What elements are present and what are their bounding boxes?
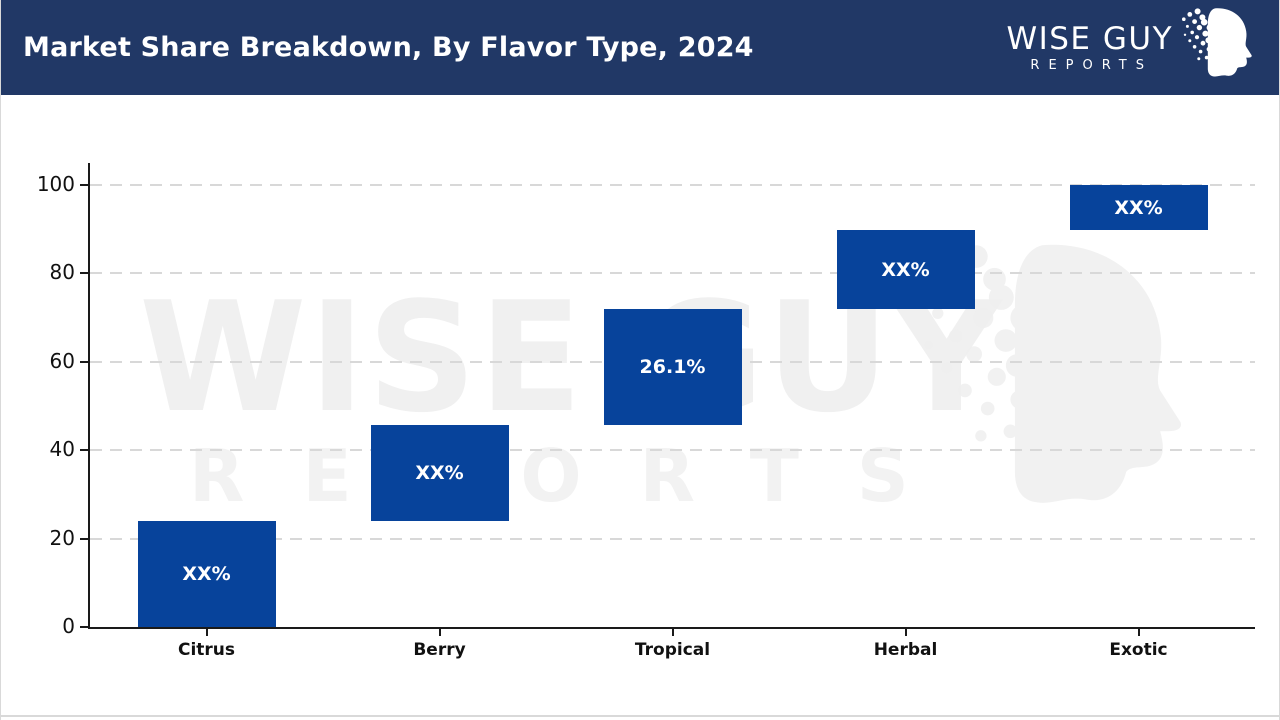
gridline [90, 184, 1255, 186]
logo-wordmark: WISE GUY [1006, 20, 1173, 57]
bar-tropical: 26.1% [603, 309, 742, 425]
x-axis-category-label: Herbal [873, 640, 938, 660]
bar-exotic: XX% [1069, 185, 1208, 231]
bar-berry: XX% [370, 424, 509, 522]
bar-value-label: XX% [1114, 196, 1163, 219]
y-axis-tick-label: 100 [36, 172, 75, 196]
x-axis-tick [904, 629, 907, 636]
wiseguy-face-icon [1182, 7, 1252, 77]
logo-subtitle: REPORTS [1030, 57, 1154, 73]
page-title: Market Share Breakdown, By Flavor Type, … [23, 32, 754, 63]
logo-wordmark-block: WISE GUY REPORTS [1006, 20, 1173, 73]
bar-value-label: 26.1% [639, 355, 706, 378]
x-axis-category-label: Berry [413, 640, 466, 660]
y-axis-tick-label: 0 [62, 614, 75, 638]
x-axis-tick [205, 629, 208, 636]
x-axis-category-label: Citrus [177, 640, 236, 660]
x-axis-category-label: Exotic [1109, 640, 1168, 660]
bottom-border [1, 715, 1279, 717]
y-axis-tick [80, 184, 89, 186]
watermark-subtitle: REPORTS [189, 434, 967, 518]
gridline [90, 449, 1255, 452]
x-axis-tick [671, 629, 674, 636]
y-axis-tick-label: 80 [49, 260, 75, 285]
y-axis-tick-label: 60 [49, 348, 75, 373]
x-axis-tick [438, 629, 441, 636]
y-axis-tick [80, 360, 89, 363]
y-axis-tick [80, 449, 89, 452]
x-axis-category-label: Tropical [634, 640, 711, 660]
y-axis-tick-label: 20 [49, 525, 75, 550]
y-axis-tick [80, 537, 89, 540]
x-axis-tick [1137, 629, 1140, 636]
gridline [90, 537, 1255, 540]
watermark-face-icon [917, 244, 1182, 503]
header-bar: Market Share Breakdown, By Flavor Type, … [1, 0, 1279, 95]
x-axis-line [88, 627, 1255, 629]
bar-citrus: XX% [137, 521, 276, 627]
bar-herbal: XX% [836, 230, 975, 310]
y-axis-line [88, 163, 90, 629]
y-axis-tick [80, 272, 89, 275]
y-axis-tick-label: 40 [49, 437, 75, 462]
bar-value-label: XX% [415, 461, 464, 484]
y-axis-tick [80, 626, 89, 628]
bar-value-label: XX% [182, 563, 231, 586]
bar-value-label: XX% [881, 258, 930, 281]
gridline [90, 272, 1255, 275]
wiseguy-logo: WISE GUY REPORTS [1006, 5, 1279, 91]
